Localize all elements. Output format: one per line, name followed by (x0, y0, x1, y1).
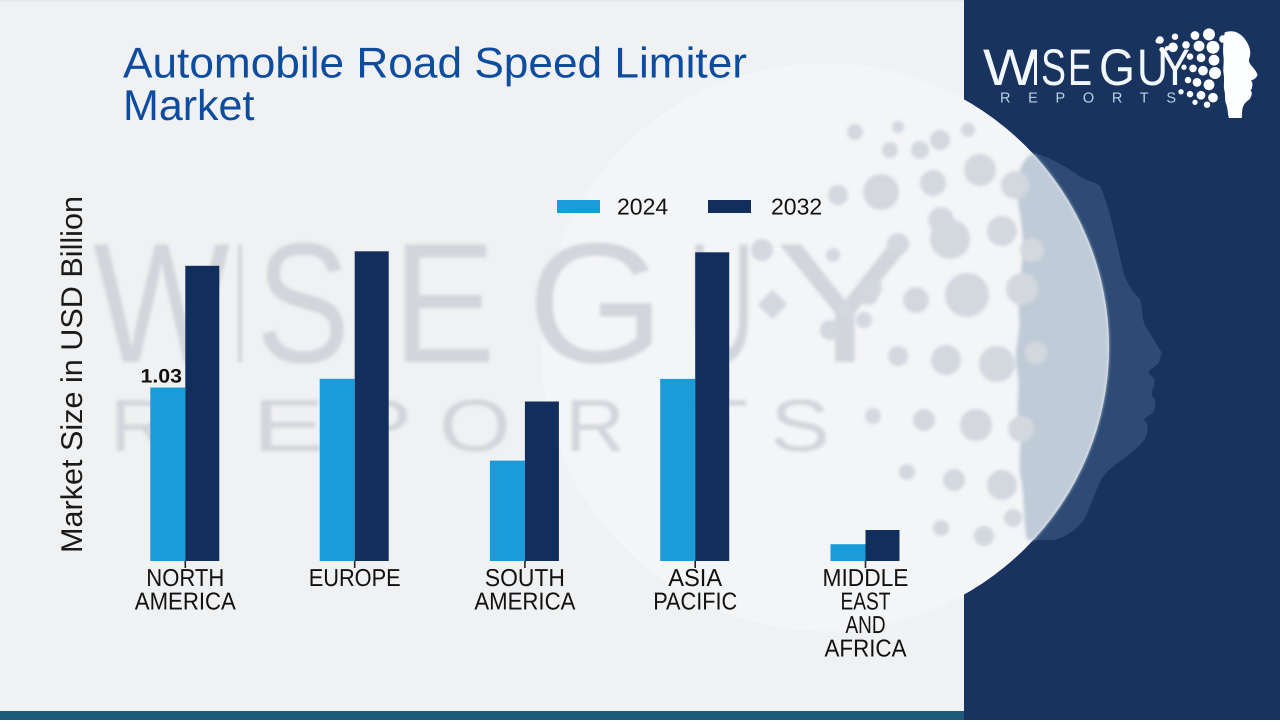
svg-text:G: G (527, 208, 665, 399)
svg-text:SOUTH: SOUTH (485, 565, 565, 592)
svg-text:O: O (439, 384, 511, 467)
svg-text:EAST: EAST (841, 589, 891, 616)
svg-text:2024: 2024 (617, 194, 668, 220)
svg-text:1.03: 1.03 (141, 366, 183, 388)
svg-text:AMERICA: AMERICA (135, 589, 237, 616)
svg-text:S: S (256, 208, 350, 399)
svg-text:S: S (1041, 38, 1066, 96)
svg-text:PACIFIC: PACIFIC (653, 589, 737, 616)
svg-text:E: E (392, 208, 496, 399)
svg-text:W: W (983, 38, 1037, 96)
svg-text:R: R (565, 384, 625, 467)
svg-text:MIDDLE: MIDDLE (823, 565, 909, 592)
svg-text:Automobile Road Speed Limiter: Automobile Road Speed Limiter (123, 40, 747, 88)
svg-text:S: S (770, 384, 830, 467)
svg-text:ASIA: ASIA (668, 565, 723, 592)
svg-text:2032: 2032 (771, 194, 822, 220)
svg-text:I: I (234, 208, 246, 399)
svg-text:G: G (1099, 38, 1135, 96)
svg-text:AND: AND (846, 612, 886, 639)
svg-text:E: E (1068, 38, 1092, 96)
svg-text:I: I (1031, 38, 1040, 96)
svg-text:EUROPE: EUROPE (309, 565, 401, 592)
svg-text:REPORTS: REPORTS (1000, 91, 1194, 107)
svg-text:Market Size in USD Billion: Market Size in USD Billion (56, 196, 89, 553)
svg-text:NORTH: NORTH (146, 565, 224, 592)
svg-text:E: E (252, 384, 325, 467)
svg-text:AFRICA: AFRICA (825, 636, 908, 663)
svg-text:Market: Market (123, 82, 254, 130)
svg-text:AMERICA: AMERICA (474, 589, 576, 616)
